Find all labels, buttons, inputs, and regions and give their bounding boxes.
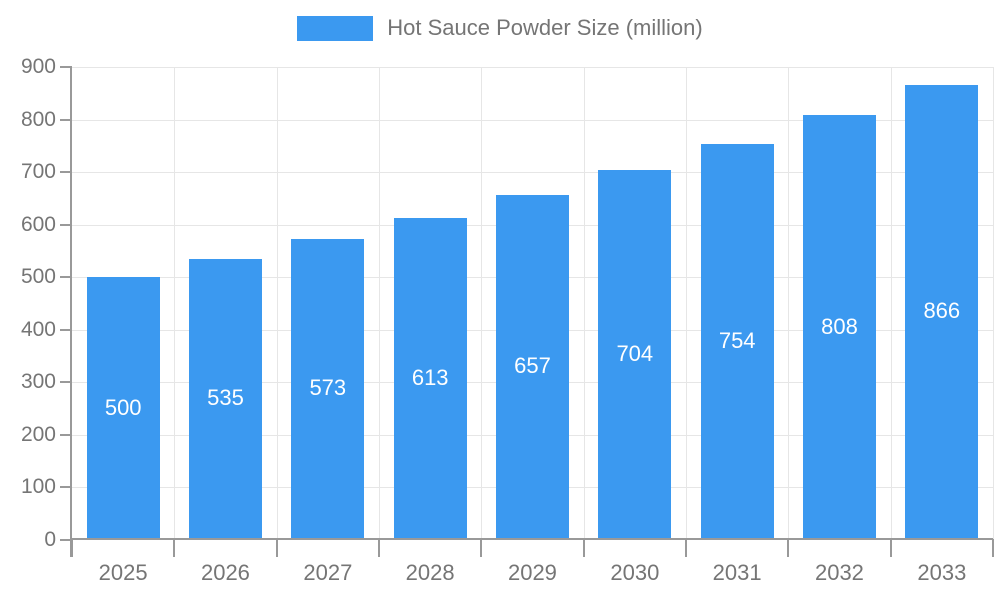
y-tick	[60, 276, 72, 278]
x-tick-label: 2033	[917, 560, 967, 585]
y-gridline	[72, 120, 993, 121]
bar-value-label: 754	[718, 327, 756, 353]
x-gridline	[891, 67, 892, 540]
bar[interactable]: 704	[598, 170, 672, 538]
bar[interactable]: 808	[803, 115, 876, 538]
y-tick-label: 300	[20, 370, 56, 393]
legend-label: Hot Sauce Powder Size (million)	[387, 15, 703, 40]
x-gridline	[277, 67, 278, 540]
bar-value-label: 657	[514, 353, 551, 379]
y-tick	[60, 539, 72, 541]
legend[interactable]: Hot Sauce Powder Size (million)	[0, 14, 1000, 42]
y-tick	[60, 119, 72, 121]
x-tick-label: 2029	[507, 560, 557, 585]
x-gridline	[379, 67, 380, 540]
bar[interactable]: 657	[496, 194, 569, 538]
y-tick	[60, 171, 72, 173]
y-tick	[60, 66, 72, 68]
x-gridline	[993, 67, 994, 540]
x-tick-label: 2032	[814, 560, 864, 585]
y-tick-label: 0	[44, 528, 56, 551]
x-tick	[787, 539, 789, 557]
x-tick-label: 2031	[712, 560, 762, 585]
y-tick	[60, 329, 72, 331]
bar-value-label: 808	[821, 313, 858, 339]
y-gridline	[72, 172, 993, 173]
y-tick-label: 400	[20, 318, 56, 341]
y-tick-label: 600	[20, 213, 56, 236]
x-tick	[583, 539, 585, 557]
bar[interactable]: 866	[905, 84, 979, 538]
bar[interactable]: 500	[86, 277, 160, 538]
x-gridline	[481, 67, 482, 540]
y-tick	[60, 434, 72, 436]
bar[interactable]: 754	[700, 143, 774, 538]
x-tick	[173, 539, 175, 557]
bar-value-label: 535	[207, 385, 244, 411]
bar[interactable]: 573	[291, 238, 365, 538]
bar[interactable]: 535	[189, 258, 262, 538]
bar-value-label: 573	[309, 375, 347, 401]
x-axis-line	[72, 538, 993, 540]
y-tick-label: 800	[20, 108, 56, 131]
x-gridline	[686, 67, 687, 540]
bar[interactable]: 613	[393, 217, 467, 538]
y-tick-label: 900	[20, 55, 56, 78]
x-tick-label: 2025	[98, 560, 148, 585]
x-tick	[992, 539, 994, 557]
y-tick-label: 100	[20, 475, 56, 498]
x-tick	[480, 539, 482, 557]
x-tick	[378, 539, 380, 557]
x-tick-label: 2027	[303, 560, 353, 585]
x-tick-label: 2026	[200, 560, 250, 585]
x-tick	[71, 539, 73, 557]
x-tick	[276, 539, 278, 557]
y-tick-label: 700	[20, 160, 56, 183]
x-gridline	[174, 67, 175, 540]
bar-value-label: 613	[411, 364, 449, 390]
x-gridline	[788, 67, 789, 540]
x-gridline	[584, 67, 585, 540]
y-tick	[60, 486, 72, 488]
y-axis-line	[70, 67, 72, 557]
y-tick-label: 500	[20, 265, 56, 288]
y-gridline	[72, 67, 993, 68]
legend-swatch-icon	[297, 15, 374, 41]
x-tick-label: 2030	[610, 560, 660, 585]
y-tick	[60, 224, 72, 226]
x-tick	[685, 539, 687, 557]
bar-value-label: 500	[104, 394, 142, 420]
x-tick-label: 2028	[405, 560, 455, 585]
y-tick	[60, 381, 72, 383]
x-tick	[890, 539, 892, 557]
y-tick-label: 200	[20, 423, 56, 446]
bar-value-label: 704	[616, 341, 654, 366]
bar-value-label: 866	[923, 298, 961, 324]
